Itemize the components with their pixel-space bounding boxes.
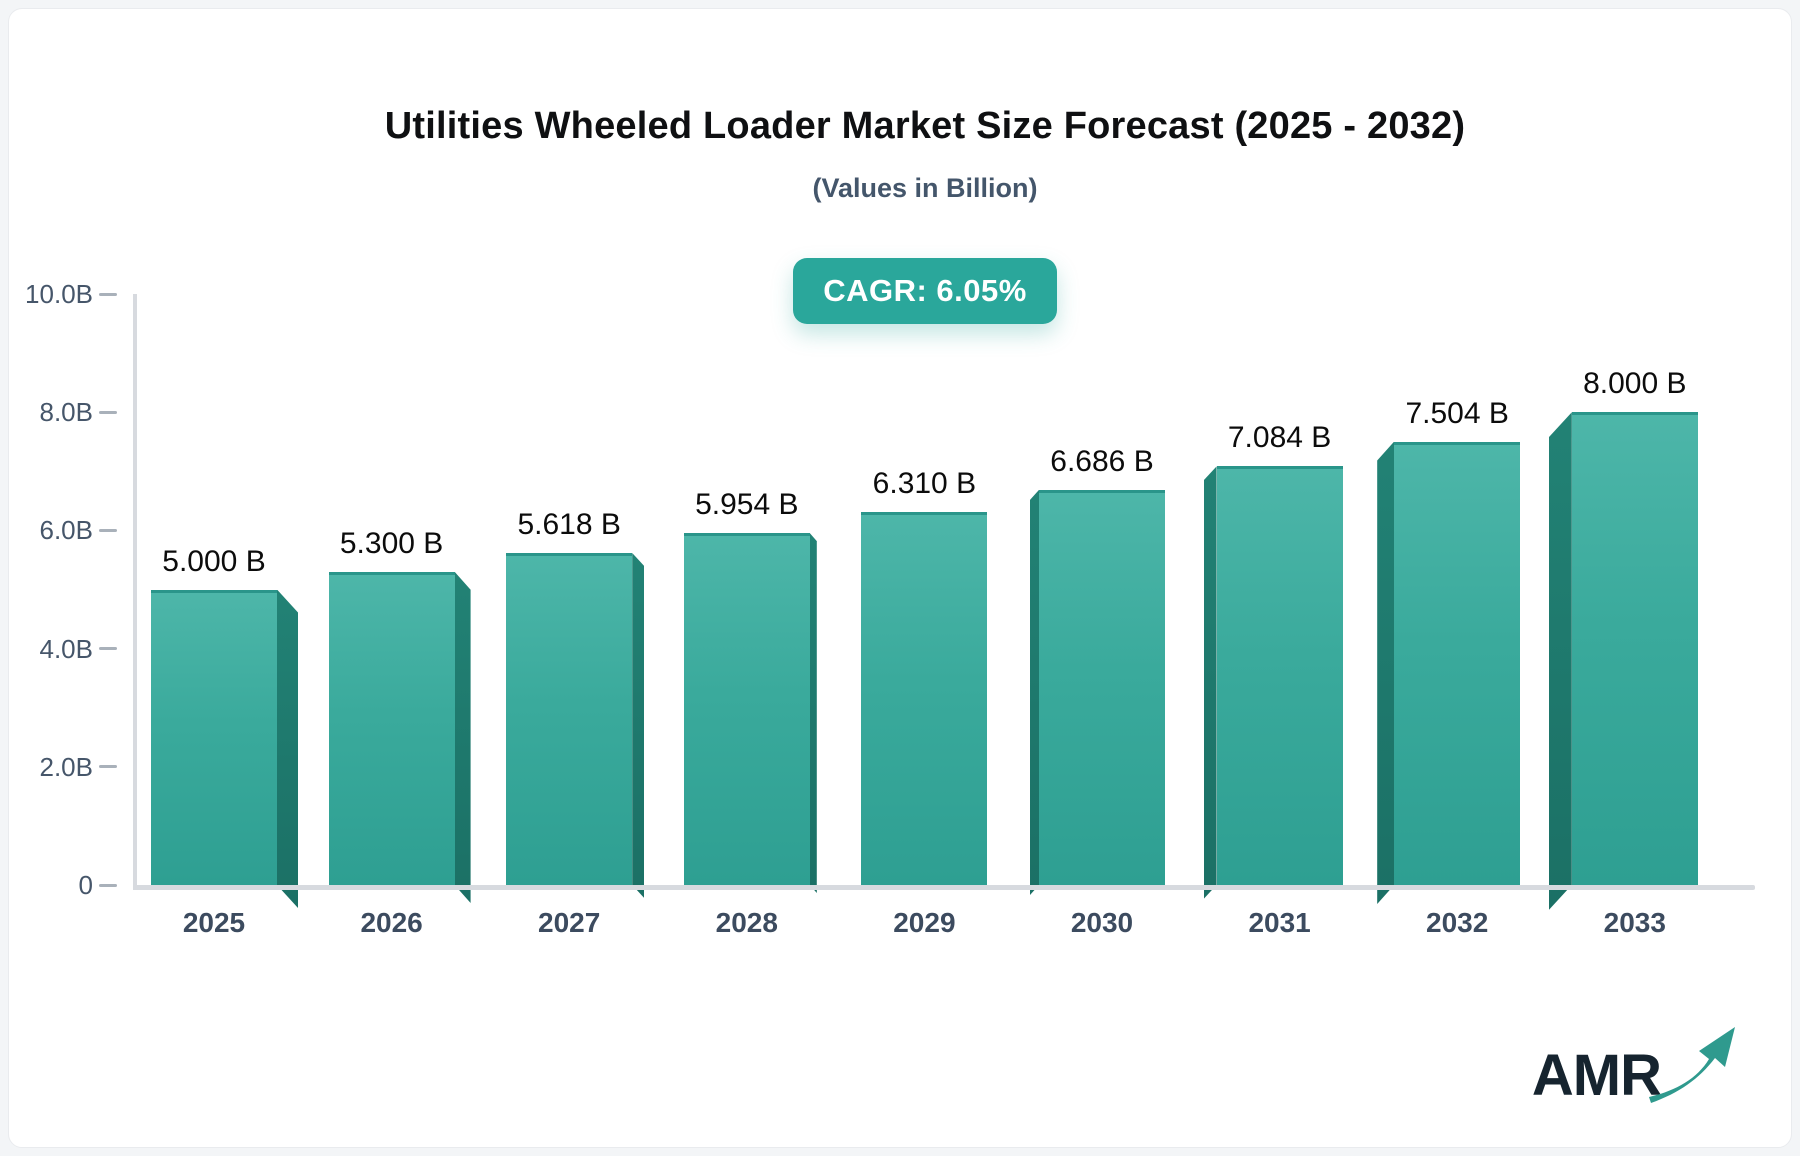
x-axis-line — [133, 885, 1755, 890]
bar-value-label: 7.084 B — [1227, 421, 1332, 455]
bar-front-2028 — [683, 533, 810, 885]
bar-value-label: 5.954 B — [695, 488, 799, 522]
y-axis-line — [133, 294, 137, 890]
bar-side-2027 — [632, 553, 644, 898]
bar-side-2026 — [455, 572, 471, 903]
bar-side-2025 — [277, 590, 298, 909]
bar-chart: 0 2.0B 4.0B 6.0B 8.0B 10.0B 5.000 B 2025 5.300 B… — [9, 9, 1791, 1147]
y-tick-label: 6.0B — [39, 515, 94, 546]
y-tick-label: 10.0B — [25, 279, 93, 309]
bar-front-2029 — [861, 512, 988, 885]
bar-front-2026 — [328, 571, 455, 885]
x-tick-label: 2032 — [1426, 907, 1489, 938]
y-tick-label: 0 — [78, 870, 93, 900]
bar-front-2033 — [1571, 412, 1698, 885]
x-tick-label: 2028 — [715, 907, 778, 938]
bar-value-label: 5.618 B — [517, 507, 621, 541]
amr-logo-text: AMR — [1531, 1043, 1662, 1108]
y-tick-dash — [99, 410, 117, 414]
bar-front-2031 — [1216, 466, 1343, 885]
bar-front-2025 — [151, 589, 277, 885]
bar-side-2033 — [1549, 412, 1572, 910]
bar-value-label: 7.504 B — [1405, 396, 1509, 430]
x-tick-label: 2031 — [1248, 907, 1311, 938]
bar-front-2030 — [1039, 489, 1165, 885]
bar-value-label: 8.000 B — [1583, 367, 1687, 401]
bar-side-2028 — [810, 533, 817, 893]
y-tick-label: 4.0B — [39, 633, 94, 664]
amr-logo: AMR — [1532, 1023, 1739, 1105]
y-tick-dash — [99, 292, 117, 296]
x-tick-label: 2030 — [1070, 907, 1134, 938]
bar-side-2030 — [1030, 490, 1039, 895]
y-tick-dash — [99, 765, 117, 769]
growth-arrow-icon — [1649, 1027, 1735, 1103]
y-tick-dash — [99, 528, 117, 532]
bar-value-label: 6.686 B — [1050, 444, 1154, 478]
y-tick-dash — [99, 647, 117, 651]
y-tick-label: 2.0B — [39, 751, 94, 782]
bar-value-label: 5.300 B — [339, 526, 444, 560]
x-tick-label: 2026 — [360, 907, 423, 938]
bar-front-2032 — [1394, 441, 1521, 885]
x-tick-label: 2027 — [538, 907, 601, 938]
y-tick-dash — [99, 883, 117, 887]
cagr-badge: CAGR: 6.05% — [793, 258, 1057, 324]
x-tick-label: 2029 — [893, 907, 956, 938]
chart-title: Utilities Wheeled Loader Market Size For… — [384, 105, 1466, 147]
bar-value-label: 5.000 B — [162, 544, 266, 578]
bar-side-2032 — [1377, 442, 1394, 904]
bar-front-2027 — [506, 552, 633, 885]
chart-card: Utilities Wheeled Loader Market Size For… — [8, 8, 1792, 1148]
bar-value-label: 6.310 B — [872, 467, 977, 501]
x-tick-label: 2033 — [1603, 907, 1666, 938]
bar-side-2031 — [1204, 466, 1217, 899]
x-tick-label: 2025 — [182, 907, 246, 938]
y-tick-label: 8.0B — [39, 397, 94, 428]
chart-subtitle: (Values in Billion) — [812, 173, 1038, 203]
